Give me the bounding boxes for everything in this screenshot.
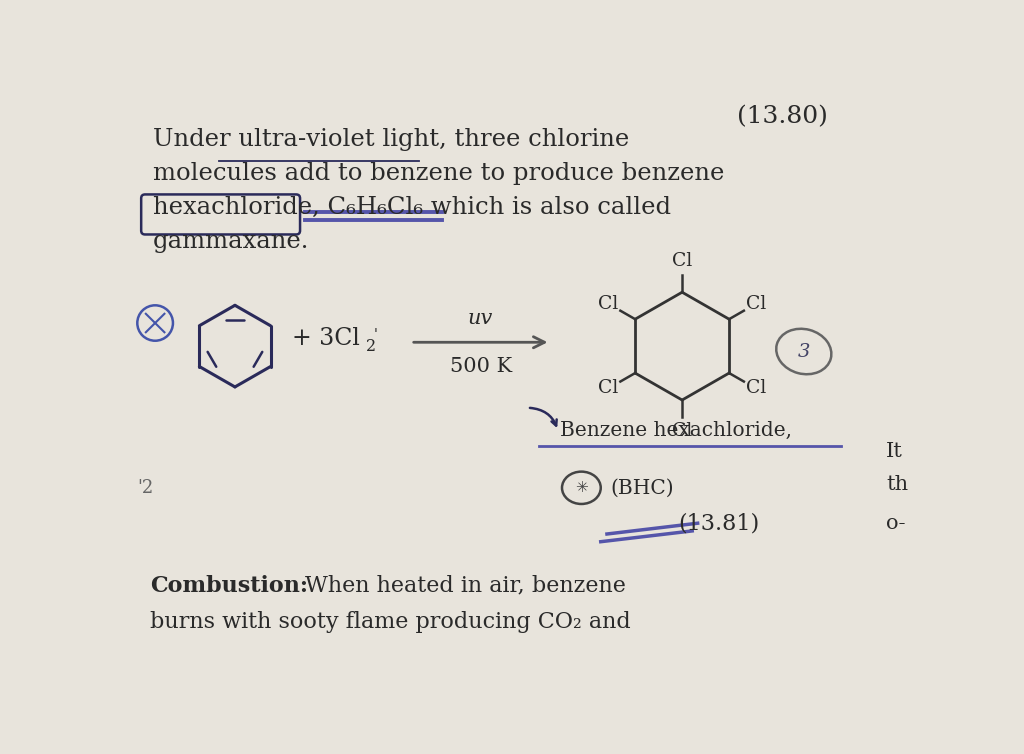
Text: 2: 2: [366, 338, 376, 354]
Text: Under ultra-violet light, three chlorine: Under ultra-violet light, three chlorine: [153, 128, 629, 152]
Text: (13.80): (13.80): [737, 105, 828, 128]
Text: When heated in air, benzene: When heated in air, benzene: [305, 575, 626, 597]
Text: ': ': [374, 327, 378, 342]
Text: Cl: Cl: [672, 253, 692, 271]
Text: th: th: [886, 475, 908, 494]
Text: hexachloride, C₆H₆Cl₆ which is also called: hexachloride, C₆H₆Cl₆ which is also call…: [153, 196, 671, 219]
Text: (BHC): (BHC): [610, 478, 674, 498]
Text: Cl: Cl: [745, 379, 766, 397]
Text: 3: 3: [798, 342, 810, 360]
Text: + 3Cl: + 3Cl: [292, 327, 360, 350]
Text: Benzene hexachloride,: Benzene hexachloride,: [560, 421, 793, 440]
Text: Combustion:: Combustion:: [150, 575, 307, 597]
Text: gammaxane.: gammaxane.: [153, 230, 309, 253]
Text: burns with sooty flame producing CO₂ and: burns with sooty flame producing CO₂ and: [150, 611, 631, 633]
Text: Cl: Cl: [745, 295, 766, 313]
Text: ✳: ✳: [575, 480, 588, 495]
Text: Cl: Cl: [598, 379, 618, 397]
Text: 500 K: 500 K: [450, 357, 512, 376]
Text: molecules add to benzene to produce benzene: molecules add to benzene to produce benz…: [153, 162, 724, 185]
Text: Cl: Cl: [672, 421, 692, 440]
Text: It: It: [886, 442, 903, 461]
Text: '2: '2: [137, 479, 154, 497]
Text: Cl: Cl: [598, 295, 618, 313]
Text: uv: uv: [468, 309, 494, 328]
Text: (13.81): (13.81): [678, 512, 759, 535]
Text: o-: o-: [886, 513, 905, 533]
